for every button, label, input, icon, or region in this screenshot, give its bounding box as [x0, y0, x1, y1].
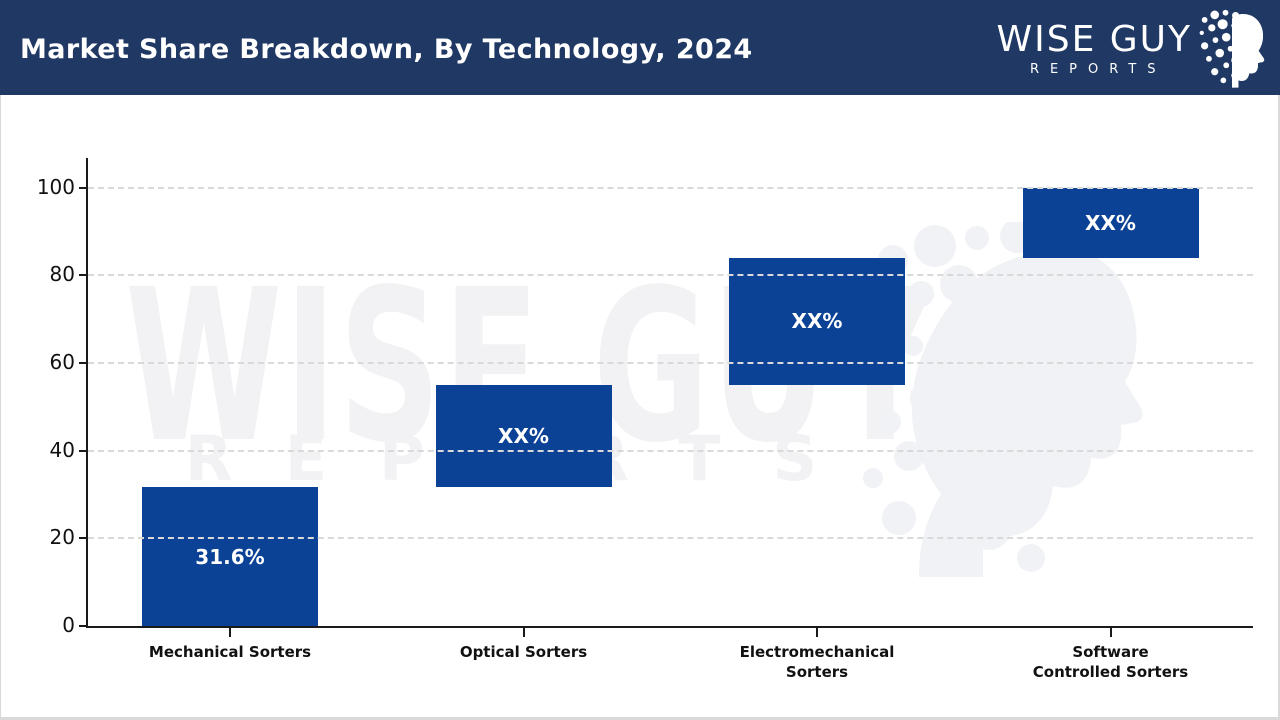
x-axis-line: [86, 626, 1253, 628]
bar-2: XX%: [435, 384, 612, 488]
x-axis-label: Electromechanical Sorters: [687, 642, 947, 682]
x-axis-label-line: Sorters: [785, 663, 849, 681]
gridline-40: [88, 449, 1253, 452]
y-tick-label: 20: [49, 525, 75, 550]
x-axis-label-line: Mechanical Sorters: [148, 643, 312, 661]
bar-value-label: XX%: [498, 424, 549, 449]
y-tick-mark: [79, 537, 88, 540]
bar-value-label: XX%: [1085, 210, 1136, 235]
x-tick-mark: [229, 628, 231, 637]
x-tick-mark: [816, 628, 818, 637]
gridline-100: [88, 186, 1253, 189]
logo-text: WISE GUY REPORTS: [996, 18, 1193, 77]
y-tick-mark: [79, 449, 88, 452]
bar-value-label: 31.6%: [195, 544, 265, 569]
y-tick-label: 60: [49, 349, 75, 374]
x-axis-label-line: Electromechanical: [739, 643, 895, 661]
y-tick-mark: [79, 361, 88, 364]
y-tick-mark: [79, 186, 88, 189]
bar-3: XX%: [729, 257, 905, 385]
page-border-bottom: [0, 717, 1280, 720]
brand-logo: WISE GUY REPORTS: [997, 6, 1269, 90]
y-tick-label: 40: [49, 437, 75, 462]
y-tick-label: 0: [62, 613, 75, 637]
x-tick-mark: [1109, 628, 1112, 637]
page-border-left: [0, 95, 1, 720]
x-axis-label-line: Controlled Sorters: [1032, 663, 1189, 681]
logo-tagline: REPORTS: [1029, 61, 1167, 77]
x-axis-label: Mechanical Sorters: [100, 642, 360, 662]
gridline-80: [88, 274, 1253, 277]
bar-1: 31.6%: [142, 487, 318, 626]
x-axis-label: Software Controlled Sorters: [981, 642, 1241, 682]
page-title: Market Share Breakdown, By Technology, 2…: [20, 34, 753, 65]
y-tick-mark: [79, 274, 88, 277]
x-axis-label-line: Optical Sorters: [459, 643, 588, 661]
logo-name: WISE GUY: [996, 18, 1192, 60]
x-tick-mark: [522, 628, 525, 637]
bar-value-label: XX%: [791, 309, 843, 334]
logo-head-icon: [1199, 9, 1265, 88]
bar-4: XX%: [1022, 187, 1199, 258]
header-bar: Market Share Breakdown, By Technology, 2…: [0, 0, 1280, 95]
y-tick-label: 100: [36, 174, 75, 199]
y-axis-line: [86, 158, 88, 628]
y-tick-label: 80: [49, 262, 75, 287]
gridline-20: [88, 537, 1253, 540]
gridline-60: [88, 361, 1253, 364]
y-tick-mark: [79, 625, 88, 627]
x-axis-label: Optical Sorters: [394, 642, 654, 662]
x-axis-label-line: Software: [1072, 643, 1149, 661]
page-border-right: [1278, 95, 1280, 720]
chart-area: WISE GUY REPORTS 31.6%XX%XX%XX%020406080…: [0, 95, 1280, 720]
